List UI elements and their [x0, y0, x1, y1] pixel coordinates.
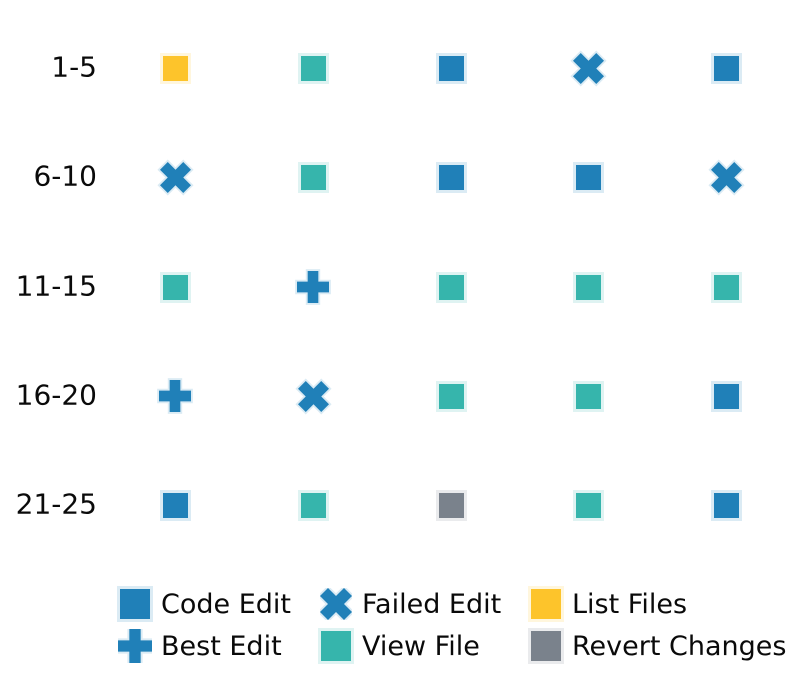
- list-files-square-icon: [162, 55, 188, 81]
- legend-item-best-edit: Best Edit: [117, 628, 282, 664]
- legend-item-view-file: View File: [318, 628, 480, 664]
- best-edit-plus-icon: [118, 629, 152, 663]
- view-file-square-icon: [438, 383, 464, 409]
- marker-code-edit: [162, 492, 188, 518]
- code-edit-square-icon: [120, 589, 150, 619]
- marker-failed-edit: [707, 158, 745, 196]
- legend-label-failed-edit: Failed Edit: [362, 588, 502, 620]
- marker-view-file: [162, 274, 188, 300]
- marker-failed-edit: [156, 158, 194, 196]
- code-edit-square-icon: [438, 55, 464, 81]
- row-label-21-25: 21-25: [15, 487, 97, 521]
- marker-view-file: [575, 492, 601, 518]
- revert-changes-legend-marker: [528, 628, 564, 664]
- view-file-square-icon: [575, 383, 601, 409]
- list-files-square-icon: [531, 589, 561, 619]
- marker-best-edit: [157, 378, 193, 414]
- legend-label-code-edit: Code Edit: [161, 588, 291, 620]
- view-file-square-icon: [575, 274, 601, 300]
- legend-label-view-file: View File: [362, 630, 480, 662]
- code-edit-square-icon: [713, 492, 739, 518]
- view-file-square-icon: [321, 631, 351, 661]
- marker-view-file: [300, 164, 326, 190]
- marker-code-edit: [575, 164, 601, 190]
- row-label-16-20: 16-20: [15, 378, 97, 412]
- code-edit-square-icon: [713, 55, 739, 81]
- view-file-square-icon: [162, 274, 188, 300]
- row-label-11-15: 11-15: [15, 269, 97, 303]
- marker-list-files: [162, 55, 188, 81]
- view-file-legend-marker: [318, 628, 354, 664]
- revert-changes-square-icon: [531, 631, 561, 661]
- view-file-square-icon: [575, 492, 601, 518]
- marker-view-file: [438, 274, 464, 300]
- failed-edit-x-icon: [320, 588, 352, 620]
- legend-item-list-files: List Files: [528, 586, 687, 622]
- code-edit-square-icon: [438, 164, 464, 190]
- code-edit-square-icon: [713, 383, 739, 409]
- legend-label-revert-changes: Revert Changes: [572, 630, 787, 662]
- marker-view-file: [575, 383, 601, 409]
- failed-edit-x-icon: [294, 377, 332, 415]
- failed-edit-legend-marker: [318, 586, 354, 622]
- marker-failed-edit: [294, 377, 332, 415]
- row-label-1-5: 1-5: [51, 50, 97, 84]
- failed-edit-x-icon: [707, 158, 745, 196]
- code-edit-square-icon: [162, 492, 188, 518]
- code-edit-legend-marker: [117, 586, 153, 622]
- marker-revert-changes: [438, 492, 464, 518]
- marker-code-edit: [713, 55, 739, 81]
- marker-view-file: [300, 55, 326, 81]
- best-edit-plus-icon: [295, 269, 331, 305]
- best-edit-plus-icon: [157, 378, 193, 414]
- code-edit-square-icon: [575, 164, 601, 190]
- marker-view-file: [713, 274, 739, 300]
- view-file-square-icon: [300, 492, 326, 518]
- marker-view-file: [438, 383, 464, 409]
- list-files-legend-marker: [528, 586, 564, 622]
- marker-code-edit: [713, 492, 739, 518]
- view-file-square-icon: [713, 274, 739, 300]
- legend-label-list-files: List Files: [572, 588, 688, 620]
- failed-edit-x-icon: [569, 49, 607, 87]
- legend-item-code-edit: Code Edit: [117, 586, 291, 622]
- revert-changes-square-icon: [438, 492, 464, 518]
- marker-best-edit: [295, 269, 331, 305]
- best-edit-legend-marker: [117, 628, 153, 664]
- legend-item-failed-edit: Failed Edit: [318, 586, 501, 622]
- view-file-square-icon: [300, 164, 326, 190]
- row-label-6-10: 6-10: [33, 159, 97, 193]
- marker-code-edit: [438, 55, 464, 81]
- failed-edit-x-icon: [156, 158, 194, 196]
- legend-label-best-edit: Best Edit: [161, 630, 282, 662]
- marker-view-file: [300, 492, 326, 518]
- marker-code-edit: [438, 164, 464, 190]
- view-file-square-icon: [438, 274, 464, 300]
- marker-failed-edit: [569, 49, 607, 87]
- marker-code-edit: [713, 383, 739, 409]
- legend-item-revert-changes: Revert Changes: [528, 628, 786, 664]
- marker-view-file: [575, 274, 601, 300]
- view-file-square-icon: [300, 55, 326, 81]
